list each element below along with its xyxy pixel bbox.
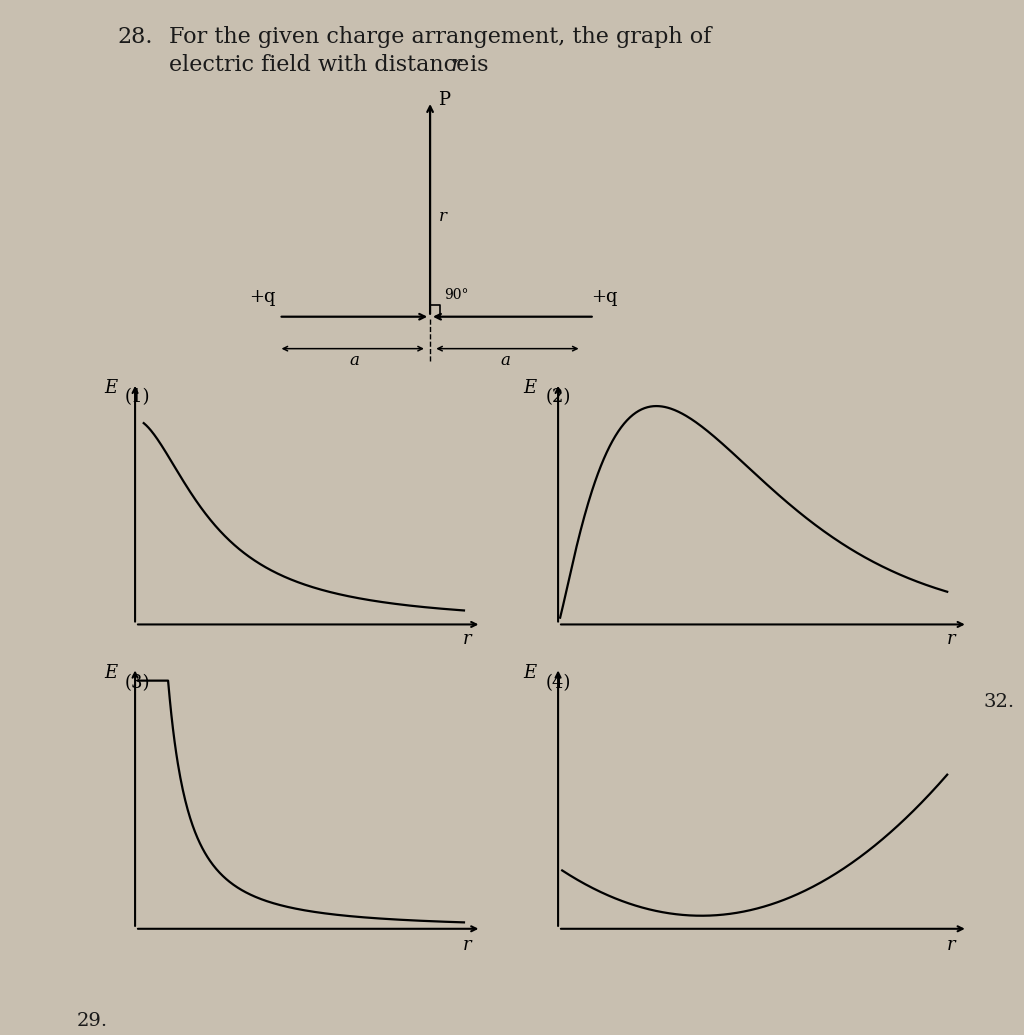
Text: E: E: [104, 379, 118, 396]
Text: r: r: [463, 936, 472, 953]
Text: (3): (3): [125, 675, 151, 692]
Text: 29.: 29.: [77, 1012, 108, 1030]
Text: P: P: [438, 91, 450, 109]
Text: 90°: 90°: [444, 288, 469, 302]
Text: electric field with distance: electric field with distance: [169, 54, 476, 76]
Text: r: r: [451, 54, 461, 76]
Text: r: r: [439, 208, 447, 225]
Text: a: a: [501, 352, 511, 368]
Text: E: E: [104, 664, 118, 682]
Text: 28.: 28.: [118, 26, 154, 48]
Text: r: r: [947, 629, 955, 648]
Text: (2): (2): [546, 388, 571, 407]
Text: r: r: [463, 629, 472, 648]
Text: E: E: [523, 379, 536, 396]
Text: +q: +q: [249, 289, 275, 306]
Text: (4): (4): [546, 675, 571, 692]
Text: r: r: [947, 936, 955, 953]
Text: 32.: 32.: [983, 693, 1014, 711]
Text: a: a: [349, 352, 359, 368]
Text: +q: +q: [591, 289, 617, 306]
Text: For the given charge arrangement, the graph of: For the given charge arrangement, the gr…: [169, 26, 712, 48]
Text: is: is: [463, 54, 488, 76]
Text: (1): (1): [125, 388, 151, 407]
Text: E: E: [523, 664, 536, 682]
